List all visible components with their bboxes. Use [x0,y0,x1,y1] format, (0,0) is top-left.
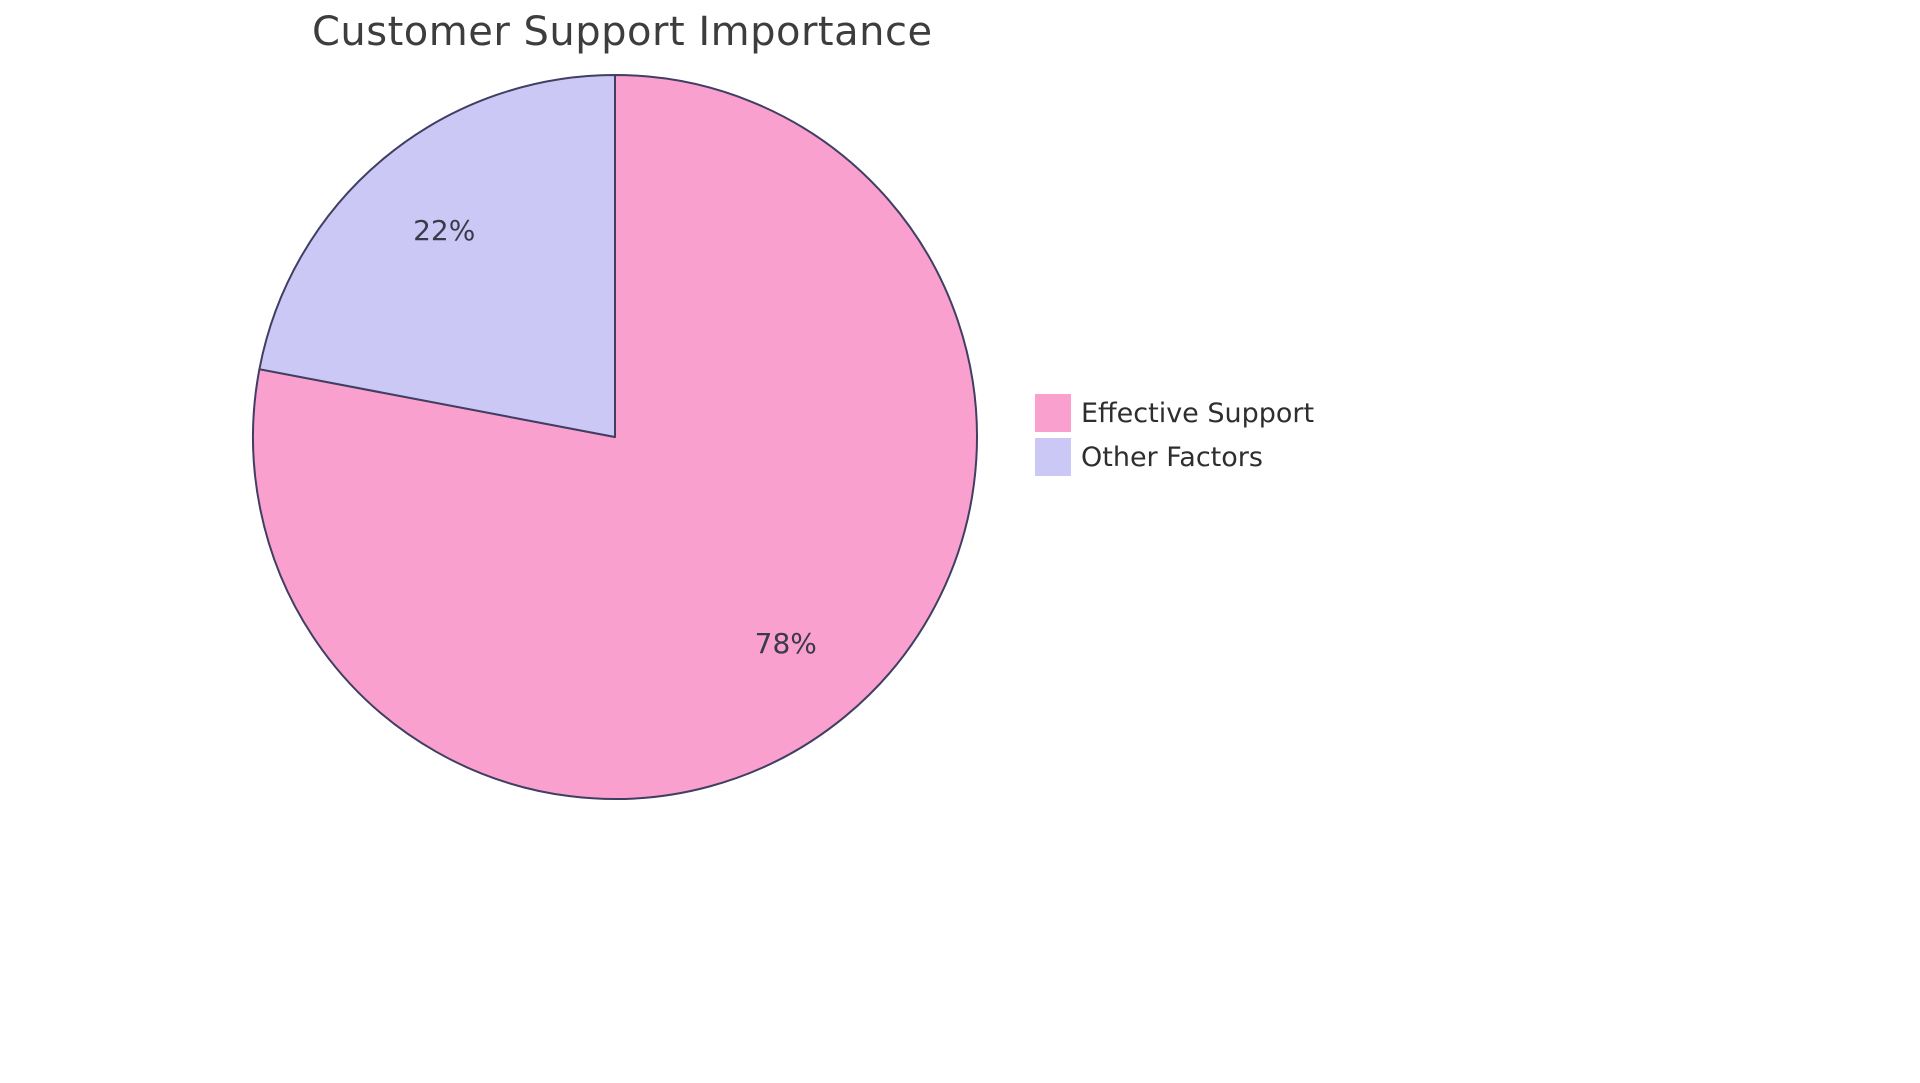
legend-label-other-factors: Other Factors [1081,441,1263,473]
legend-item-other-factors: Other Factors [1035,438,1314,476]
slice-value-label-effective-support: 78% [755,627,817,660]
legend-swatch-other-factors [1035,438,1071,476]
legend-label-effective-support: Effective Support [1081,397,1315,429]
pie-slice-other-factors [258,74,616,438]
legend-swatch-effective-support [1035,394,1071,432]
legend: Effective Support Other Factors [1035,394,1314,476]
slice-value-label-other-factors: 22% [413,214,475,247]
legend-item-effective-support: Effective Support [1035,394,1314,432]
chart-title: Customer Support Importance [312,9,933,55]
